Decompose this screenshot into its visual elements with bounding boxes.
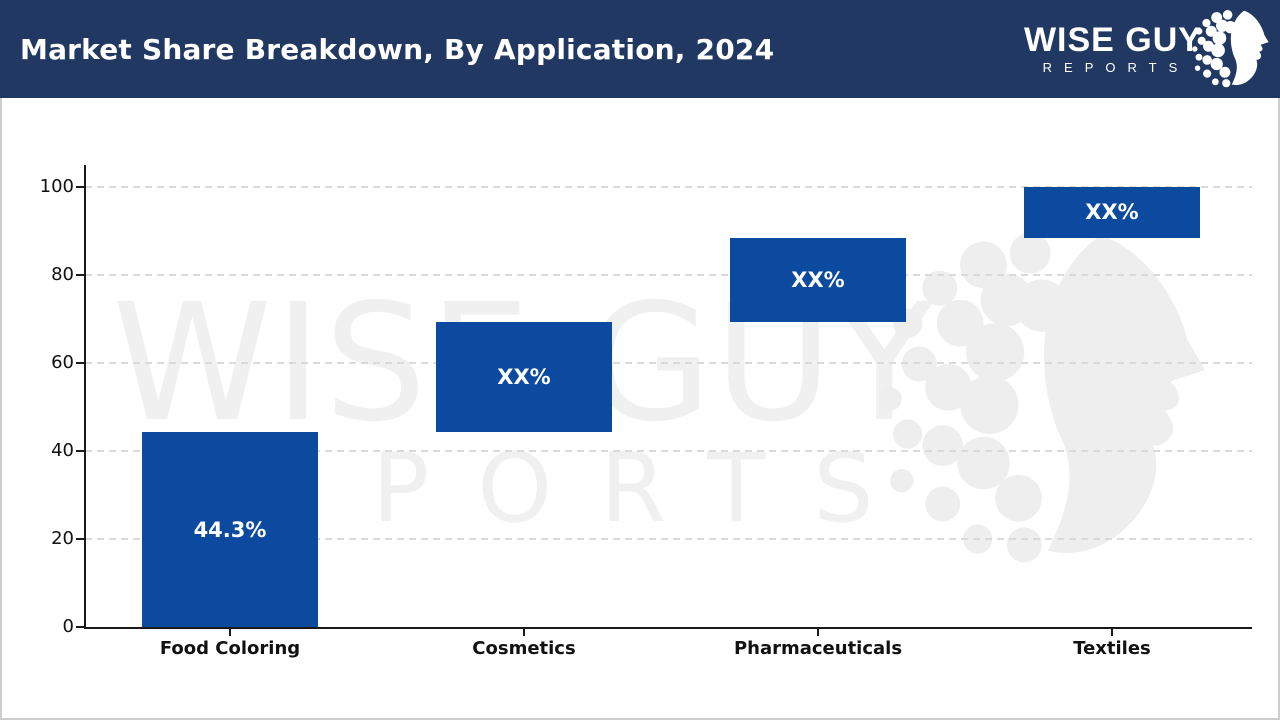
x-category-label: Textiles xyxy=(1073,638,1151,659)
bar-pharmaceuticals xyxy=(730,238,906,322)
y-tick-label: 60 xyxy=(51,352,74,373)
watermark-face-icon xyxy=(878,232,1206,563)
y-tick-mark xyxy=(76,362,84,364)
bar-value-label: XX% xyxy=(791,268,845,292)
x-tick-mark xyxy=(229,629,231,636)
y-tick-mark xyxy=(76,274,84,276)
bar-textiles xyxy=(1024,187,1200,238)
bar-value-label: 44.3% xyxy=(193,518,267,542)
y-tick-label: 20 xyxy=(51,528,74,549)
gridline-40 xyxy=(85,450,1252,452)
gridline-80 xyxy=(85,274,1252,276)
y-tick-mark xyxy=(76,626,84,628)
header-bar: Market Share Breakdown, By Application, … xyxy=(0,0,1280,98)
gridline-100 xyxy=(85,186,1252,188)
x-category-label: Cosmetics xyxy=(472,638,576,659)
logo-line1: WISE GUY xyxy=(1023,21,1202,59)
y-tick-mark xyxy=(76,450,84,452)
bar-value-label: XX% xyxy=(497,365,551,389)
x-tick-mark xyxy=(523,629,525,636)
bar-cosmetics xyxy=(436,322,612,432)
x-category-label: Food Coloring xyxy=(159,638,301,659)
logo-line2: REPORTS xyxy=(1042,60,1190,75)
y-axis-line xyxy=(84,165,86,629)
y-tick-label: 40 xyxy=(51,440,74,461)
x-tick-mark xyxy=(817,629,819,636)
bar-value-label: XX% xyxy=(1085,200,1139,224)
x-tick-mark xyxy=(1111,629,1113,636)
y-tick-label: 80 xyxy=(51,264,74,285)
gridline-60 xyxy=(85,362,1252,364)
x-axis-line xyxy=(84,627,1252,629)
chart-title: Market Share Breakdown, By Application, … xyxy=(20,32,775,66)
bar-food-coloring xyxy=(142,432,318,627)
logo-wordmark: WISE GUY REPORTS xyxy=(1024,23,1202,75)
y-tick-label: 0 xyxy=(62,616,74,637)
dotted-face-profile-icon xyxy=(1192,10,1269,88)
gridline-20 xyxy=(85,538,1252,540)
y-tick-label: 100 xyxy=(39,176,74,197)
y-tick-mark xyxy=(76,538,84,540)
x-category-label: Pharmaceuticals xyxy=(733,638,903,659)
y-tick-mark xyxy=(76,186,84,188)
wiseguy-logo: WISE GUY REPORTS xyxy=(1024,7,1270,91)
